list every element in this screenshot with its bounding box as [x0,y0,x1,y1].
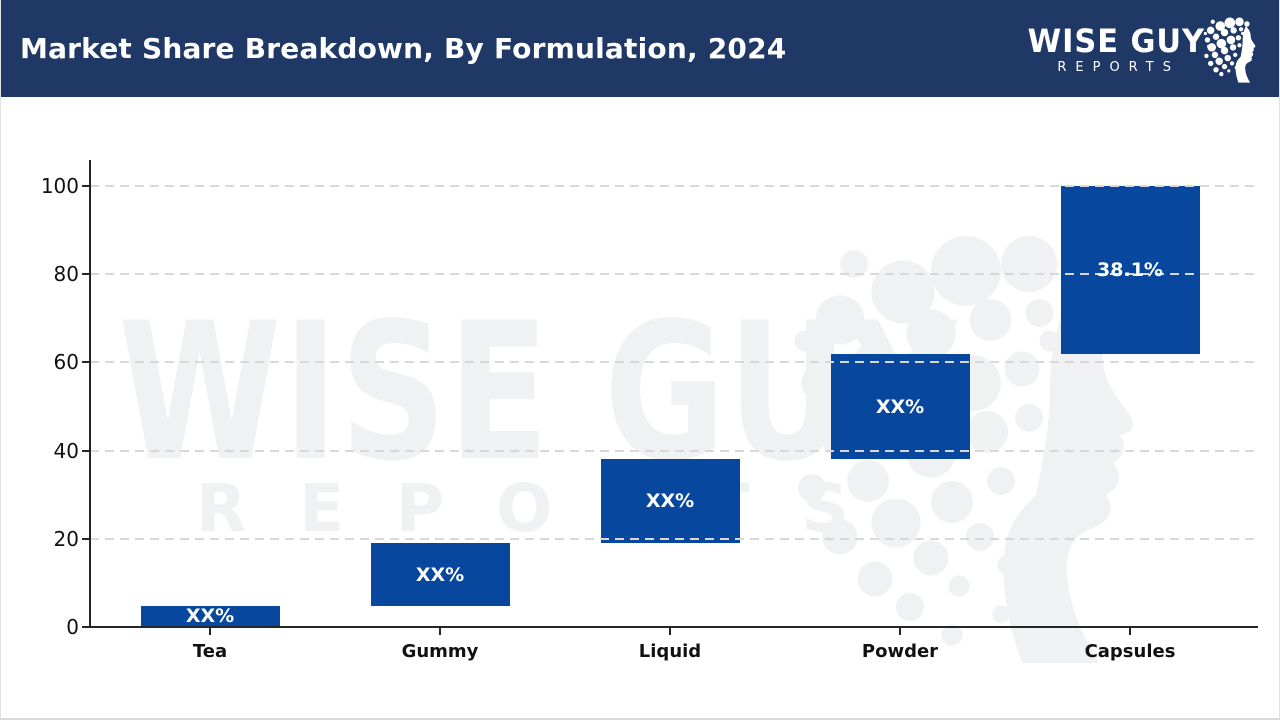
wise-guy-logo: WISE GUY REPORTS [1023,8,1264,90]
x-tick-label-capsules: Capsules [1084,641,1176,662]
bar-capsules [1060,186,1200,355]
gridline-40 [90,449,1258,452]
y-tick-label: 80 [53,262,79,287]
y-tick-label: 20 [53,526,79,551]
x-tick-label-tea: Tea [192,641,228,662]
bar-powder [830,354,970,459]
y-tick-80 [82,273,89,276]
x-tick-tea [209,628,211,635]
gridline-20 [90,537,1258,540]
gridline-80 [90,273,1258,276]
logo-text: WISE GUY REPORTS [1023,25,1210,74]
y-tick-60 [82,361,89,364]
bar-value-label: XX% [875,395,925,418]
x-axis-line [90,626,1258,628]
logo-reports-label: REPORTS [1057,59,1180,75]
watermark-reports-text: REPORTS [196,470,901,547]
y-tick-0 [82,626,89,628]
bar-value-label: XX% [645,490,695,513]
x-tick-label-liquid: Liquid [638,641,702,662]
y-tick-label: 0 [66,615,79,639]
y-tick-40 [82,449,89,452]
y-tick-label: 100 [40,174,79,198]
x-tick-gummy [439,628,441,635]
bar-value-label: XX% [415,563,465,586]
bar-value-label: XX% [185,605,235,628]
x-tick-powder [899,628,901,635]
logo-face-icon [1203,17,1256,83]
x-tick-capsules [1129,628,1131,635]
header-bar: Market Share Breakdown, By Formulation, … [0,0,1280,97]
x-tick-label-gummy: Gummy [401,641,479,662]
logo-wise-guy-label: WISE GUY [1027,21,1206,60]
bar-liquid [600,458,740,544]
page-title: Market Share Breakdown, By Formulation, … [20,32,787,65]
y-tick-label: 60 [53,350,79,375]
y-tick-label: 40 [53,438,79,463]
y-axis-line [89,160,91,628]
gridline-100 [90,185,1258,187]
bar-gummy [370,543,510,606]
bar-tea [140,605,280,627]
y-tick-20 [82,537,89,540]
y-tick-100 [82,185,89,187]
x-tick-liquid [669,628,671,635]
bar-value-label: 38.1% [1097,259,1163,281]
gridline-60 [90,361,1258,364]
x-tick-label-powder: Powder [861,641,939,662]
